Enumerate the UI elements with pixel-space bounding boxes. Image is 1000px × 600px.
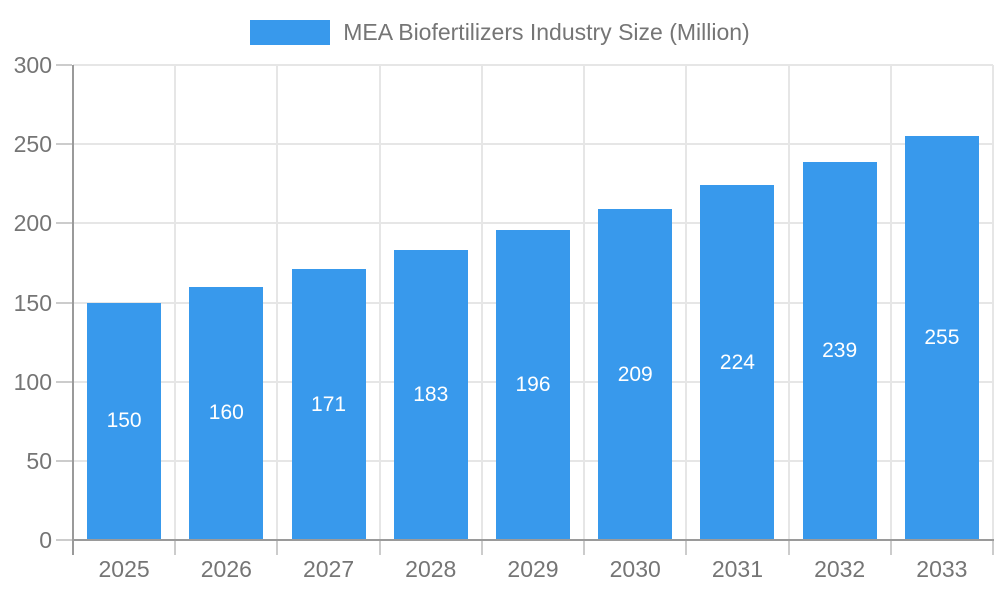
bar[interactable]	[291, 269, 366, 540]
gridline-horizontal	[73, 222, 993, 225]
y-axis-label: 150	[13, 289, 52, 316]
legend: MEA Biofertilizers Industry Size (Millio…	[0, 18, 1000, 46]
x-axis-tick	[889, 540, 892, 555]
y-axis-tick	[56, 143, 72, 146]
bar[interactable]	[189, 286, 264, 540]
gridline-vertical	[889, 65, 892, 540]
bar[interactable]	[393, 250, 468, 540]
bar-value-label: 255	[924, 326, 960, 350]
x-axis-label: 2032	[814, 556, 866, 582]
bar[interactable]	[904, 136, 979, 540]
y-axis-label: 50	[26, 447, 52, 474]
bar[interactable]	[802, 161, 877, 540]
legend-label: MEA Biofertilizers Industry Size (Millio…	[343, 19, 750, 45]
bar-value-label: 239	[822, 338, 858, 362]
bar-value-label: 183	[413, 383, 449, 407]
x-axis-tick	[174, 540, 177, 555]
x-axis-label: 2027	[302, 556, 355, 582]
bar[interactable]	[87, 302, 162, 540]
y-axis-label: 300	[13, 52, 52, 78]
gridline-horizontal	[73, 143, 993, 146]
y-axis-tick	[56, 301, 72, 304]
legend-swatch	[250, 19, 331, 45]
gridline-vertical	[174, 65, 177, 540]
bar-value-label: 150	[106, 409, 142, 433]
gridline-vertical	[992, 65, 994, 540]
x-axis-tick	[992, 540, 994, 555]
gridline-vertical	[685, 65, 688, 540]
x-axis-tick	[276, 540, 279, 555]
x-axis-label: 2031	[711, 556, 764, 582]
gridline-vertical	[276, 65, 279, 540]
bar-value-label: 160	[208, 401, 244, 425]
x-axis-label: 2030	[609, 556, 661, 582]
x-axis-tick	[480, 540, 483, 555]
gridline-vertical	[583, 65, 586, 540]
y-axis-line	[72, 65, 74, 555]
x-axis-label: 2033	[916, 556, 968, 582]
x-axis-line	[73, 539, 994, 541]
x-axis-tick	[583, 540, 586, 555]
bar-value-label: 171	[311, 392, 347, 416]
bar[interactable]	[496, 229, 570, 540]
y-axis-tick	[56, 222, 72, 225]
x-axis-label: 2026	[200, 556, 252, 582]
x-axis-tick	[787, 540, 790, 555]
y-axis-label: 250	[13, 131, 52, 158]
bar-value-label: 224	[719, 350, 755, 374]
y-axis-label: 200	[13, 210, 52, 237]
x-axis-tick	[378, 540, 381, 555]
bar[interactable]	[700, 185, 775, 540]
bar-value-label: 209	[617, 362, 653, 386]
bar-value-label: 196	[515, 372, 551, 396]
y-axis-tick	[56, 459, 72, 462]
x-axis-tick	[685, 540, 688, 555]
x-axis-label: 2029	[507, 556, 559, 582]
y-axis-label: 100	[13, 368, 52, 395]
y-axis-tick	[56, 539, 72, 541]
y-axis-tick	[56, 380, 72, 383]
x-axis-label: 2025	[98, 556, 150, 582]
gridline-horizontal	[73, 64, 993, 66]
x-axis-label: 2028	[405, 556, 457, 582]
y-axis-tick	[56, 64, 72, 66]
gridline-vertical	[378, 65, 381, 540]
gridline-vertical	[480, 65, 483, 540]
y-axis-label: 0	[39, 527, 52, 553]
bar[interactable]	[598, 209, 673, 540]
gridline-vertical	[787, 65, 790, 540]
